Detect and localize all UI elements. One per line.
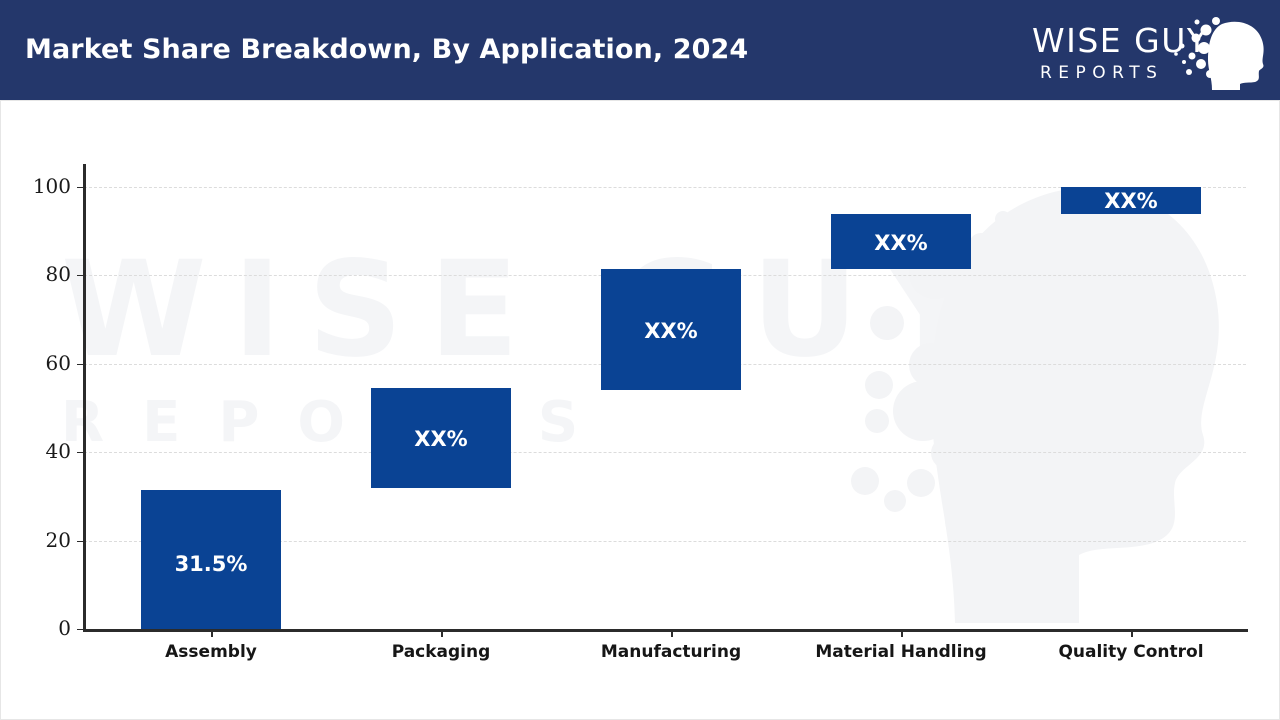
header-bar: Market Share Breakdown, By Application, … — [0, 0, 1280, 100]
bar-label-quality-control: XX% — [1104, 189, 1158, 213]
xtick-label-packaging: Packaging — [391, 642, 491, 662]
ytick-mark-0 — [77, 629, 84, 630]
ytick-label-100: 100 — [32, 174, 71, 198]
xtick-label-assembly: Assembly — [165, 642, 257, 662]
y-axis-spine — [82, 164, 86, 630]
bar-assembly[interactable]: 31.5% — [141, 489, 281, 629]
xtick-label-quality-control: Quality Control — [1058, 642, 1204, 662]
bar-label-assembly: 31.5% — [174, 551, 248, 576]
bar-material-handling[interactable]: XX% — [831, 213, 971, 269]
bar-manufacturing[interactable]: XX% — [601, 268, 741, 391]
ytick-mark-40 — [77, 452, 84, 454]
gridline-20 — [84, 540, 1246, 542]
ytick-mark-20 — [77, 540, 84, 542]
gridline-40 — [84, 452, 1246, 454]
ytick-mark-100 — [77, 187, 84, 188]
ytick-mark-80 — [77, 275, 84, 277]
svg-text:REPORTS: REPORTS — [1040, 63, 1163, 83]
ytick-label-20: 20 — [45, 527, 71, 552]
ytick-mark-60 — [77, 363, 84, 365]
bar-label-material-handling: XX% — [874, 230, 928, 255]
xtick-mark-packaging — [441, 629, 443, 637]
gridline-100 — [84, 187, 1246, 188]
xtick-mark-manufacturing — [671, 629, 673, 637]
xtick-label-material-handling: Material Handling — [815, 642, 987, 662]
plot-area: 100 80 60 40 20 0 31.5% XX% XX% XX% — [33, 164, 1248, 662]
bar-label-packaging: XX% — [414, 427, 468, 452]
xtick-label-manufacturing: Manufacturing — [600, 642, 742, 662]
ytick-label-0: 0 — [58, 616, 71, 640]
xtick-mark-material-handling — [901, 629, 903, 637]
chart-canvas: WISE GUY REPORTS — [0, 100, 1280, 720]
x-axis-spine — [82, 629, 1248, 632]
bar-label-manufacturing: XX% — [644, 318, 698, 343]
xtick-mark-quality-control — [1131, 629, 1133, 637]
ytick-label-80: 80 — [45, 262, 71, 287]
ytick-label-60: 60 — [45, 350, 71, 375]
bar-packaging[interactable]: XX% — [371, 388, 511, 488]
svg-text:WISE GUY: WISE GUY — [1032, 21, 1209, 60]
bar-quality-control[interactable]: XX% — [1061, 187, 1201, 214]
xtick-mark-assembly — [211, 629, 213, 637]
wise-guy-reports-logo: WISE GUY REPORTS — [1026, 8, 1272, 92]
head-profile-icon — [1208, 21, 1264, 91]
logo-svg: WISE GUY REPORTS — [1032, 17, 1264, 91]
page-title: Market Share Breakdown, By Application, … — [25, 34, 749, 65]
ytick-label-40: 40 — [45, 439, 71, 464]
